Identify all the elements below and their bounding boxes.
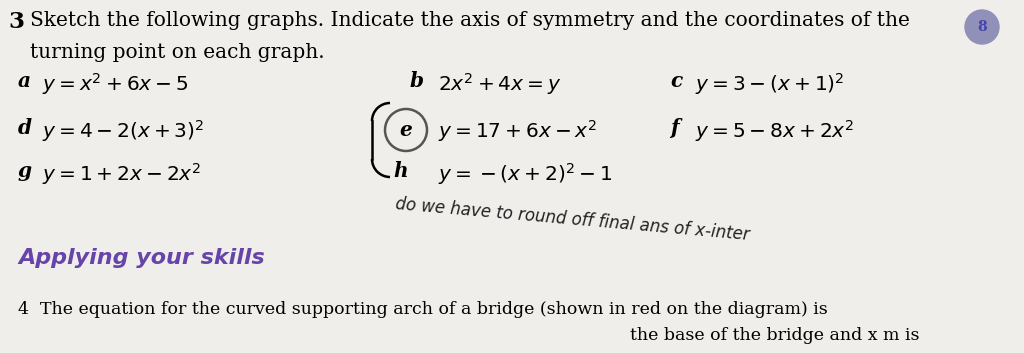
Text: d: d — [18, 118, 32, 138]
Text: $y = -(x + 2)^2 - 1$: $y = -(x + 2)^2 - 1$ — [438, 161, 612, 187]
Text: $y = 3 - (x + 1)^2$: $y = 3 - (x + 1)^2$ — [695, 71, 845, 97]
Text: do we have to round off final ans of x-inter: do we have to round off final ans of x-i… — [395, 195, 751, 244]
Text: $2x^2 + 4x = y$: $2x^2 + 4x = y$ — [438, 71, 561, 97]
Text: 3: 3 — [8, 11, 24, 33]
Text: Sketch the following graphs. Indicate the axis of symmetry and the coordinates o: Sketch the following graphs. Indicate th… — [30, 11, 910, 30]
Text: Applying your skills: Applying your skills — [18, 248, 265, 268]
Text: $y = 1 + 2x - 2x^2$: $y = 1 + 2x - 2x^2$ — [42, 161, 201, 187]
Circle shape — [965, 10, 999, 44]
Text: c: c — [670, 71, 682, 91]
Text: 8: 8 — [977, 20, 987, 34]
Text: $y = 5 - 8x + 2x^2$: $y = 5 - 8x + 2x^2$ — [695, 118, 854, 144]
Text: turning point on each graph.: turning point on each graph. — [30, 43, 325, 62]
Text: g: g — [18, 161, 32, 181]
Text: a: a — [18, 71, 31, 91]
Text: f: f — [670, 118, 679, 138]
Text: e: e — [399, 120, 413, 140]
Text: b: b — [410, 71, 424, 91]
Text: the base of the bridge and x m is: the base of the bridge and x m is — [630, 327, 920, 344]
Text: 4  The equation for the curved supporting arch of a bridge (shown in red on the : 4 The equation for the curved supporting… — [18, 301, 827, 318]
Text: $y = 4 - 2(x + 3)^2$: $y = 4 - 2(x + 3)^2$ — [42, 118, 204, 144]
Text: $y = x^2 + 6x - 5$: $y = x^2 + 6x - 5$ — [42, 71, 188, 97]
Text: $y = 17 + 6x - x^2$: $y = 17 + 6x - x^2$ — [438, 118, 597, 144]
Text: h: h — [393, 161, 408, 181]
